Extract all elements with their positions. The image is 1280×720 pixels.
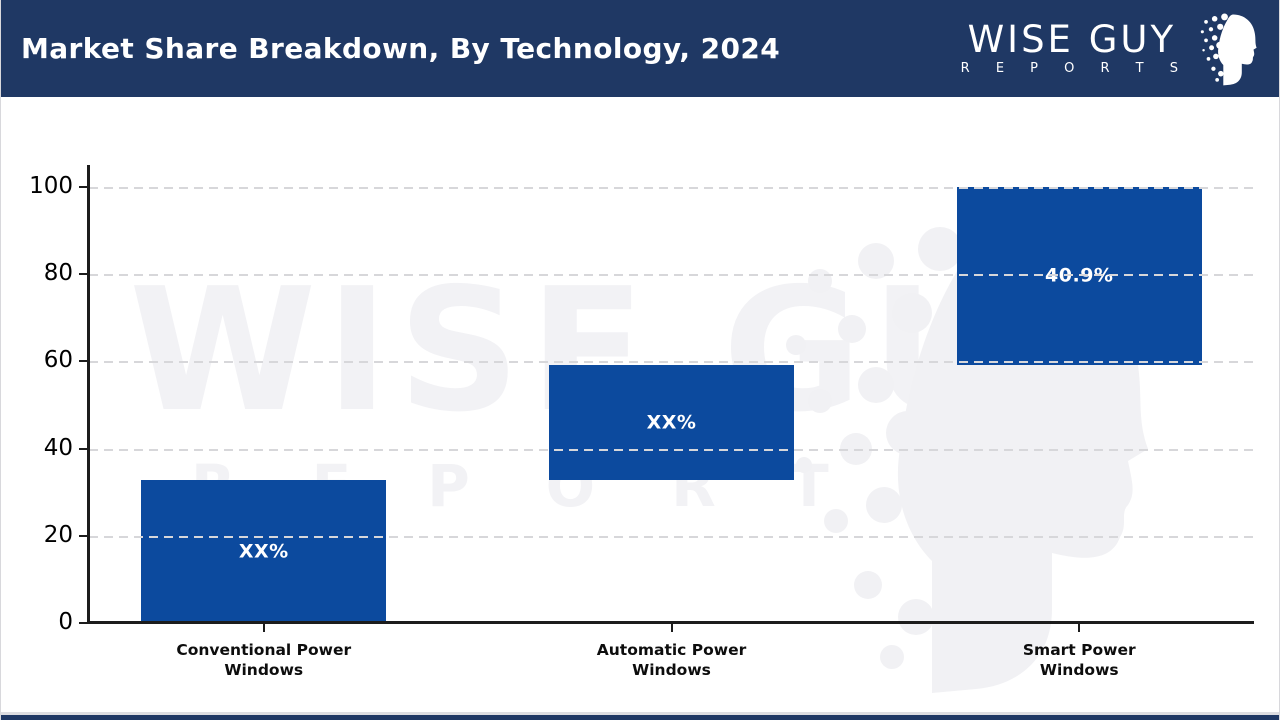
bar-value-label: XX% xyxy=(646,411,697,434)
x-axis-line xyxy=(87,621,1254,624)
y-tick-mark xyxy=(79,360,87,363)
y-tick-label: 20 xyxy=(43,521,73,548)
logo-subtitle-text: R E P O R T S xyxy=(960,61,1189,76)
y-tick-label: 0 xyxy=(58,609,73,635)
y-tick-label: 80 xyxy=(43,260,73,287)
gridline xyxy=(89,535,1254,538)
gridline xyxy=(89,274,1254,277)
x-tick-mark xyxy=(262,624,265,632)
x-tick-mark xyxy=(1078,624,1081,632)
x-category-label: Automatic Power Windows xyxy=(596,641,747,679)
logo-wordmark: WISE GUY R E P O R T S xyxy=(955,18,1189,77)
y-tick-mark xyxy=(79,273,87,276)
y-axis-line xyxy=(87,165,90,623)
bar-1: XX% xyxy=(141,480,387,623)
y-tick-mark xyxy=(79,622,87,624)
y-tick-label: 100 xyxy=(29,173,73,199)
y-tick-mark xyxy=(79,447,87,450)
y-tick-mark xyxy=(79,534,87,537)
brand-logo: WISE GUY R E P O R T S xyxy=(955,12,1259,86)
x-category-label: Conventional Power Windows xyxy=(176,641,352,679)
y-tick-label: 40 xyxy=(43,434,73,461)
y-tick-mark xyxy=(79,186,87,188)
footer-accent-bar xyxy=(1,715,1279,720)
x-axis-labels: Conventional Power Windows Automatic Powe… xyxy=(89,640,1254,700)
logo-face-icon xyxy=(1195,12,1259,86)
plot-area: XX% XX% 40.9% xyxy=(89,187,1254,623)
bar-2: XX% xyxy=(549,365,794,481)
y-tick-label: 60 xyxy=(43,347,73,374)
logo-brand-text: WISE GUY xyxy=(967,18,1177,61)
bottom-divider xyxy=(1,712,1279,715)
gridline xyxy=(89,187,1254,189)
x-tick-mark xyxy=(670,624,673,632)
chart-area: WISE GUY REPORTS XX% XX% 40.9% 0 20 40 60 80 10… xyxy=(1,97,1279,713)
gridline xyxy=(89,361,1254,364)
gridline xyxy=(89,448,1254,451)
header-bar: Market Share Breakdown, By Technology, 2… xyxy=(1,0,1279,97)
bar-value-label: XX% xyxy=(238,540,289,563)
page-title: Market Share Breakdown, By Technology, 2… xyxy=(21,32,781,65)
x-category-label: Smart Power Windows xyxy=(1022,641,1136,679)
